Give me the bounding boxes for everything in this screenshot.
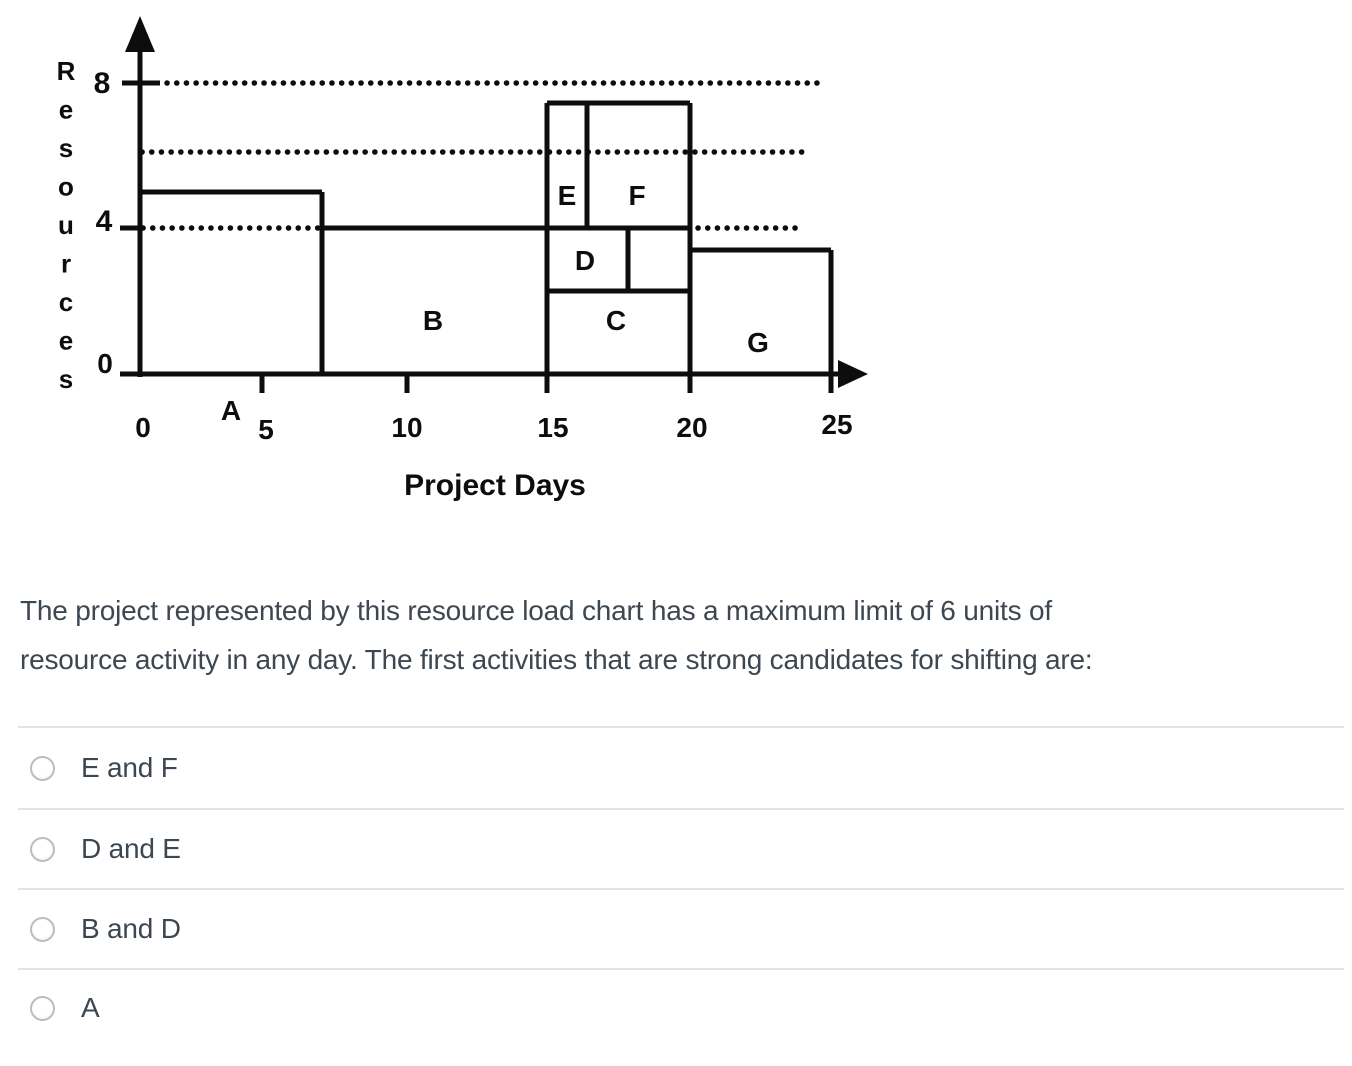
x-tick-label-10: 10 — [391, 412, 422, 443]
y-axis-title-letter: e — [59, 326, 73, 356]
option-label: B and D — [81, 913, 181, 944]
radio-button-icon[interactable] — [30, 755, 55, 781]
y-tick-label-8: 8 — [94, 67, 111, 100]
y-tick-label-0: 0 — [97, 348, 113, 379]
x-axis-title: Project Days — [404, 469, 586, 502]
activity-label-d: D — [575, 245, 595, 276]
y-axis-title-letter: r — [61, 249, 71, 279]
radio-button-icon[interactable] — [30, 916, 55, 942]
option-divider — [18, 968, 1344, 970]
radio-button-icon[interactable] — [30, 836, 55, 862]
option-e-and-f[interactable]: E and F — [0, 728, 1352, 808]
x-tick-label-25: 25 — [821, 409, 852, 440]
option-b-and-d[interactable]: B and D — [0, 890, 1352, 968]
option-d-and-e[interactable]: D and E — [0, 810, 1352, 888]
y-axis-title-letter: e — [59, 95, 73, 125]
option-label: A — [81, 992, 100, 1023]
y-axis-title-letter: R — [57, 56, 76, 86]
y-axis-title-letter: c — [59, 287, 73, 317]
option-divider — [18, 726, 1344, 728]
activity-label-f: F — [628, 180, 645, 211]
y-axis-title-letter: u — [58, 210, 74, 240]
x-tick-label-20: 20 — [676, 412, 707, 443]
option-label: E and F — [81, 752, 178, 783]
activity-label-e: E — [558, 180, 577, 211]
x-tick-label-5: 5 — [258, 414, 274, 445]
option-a[interactable]: A — [0, 970, 1352, 1046]
activity-label-b: B — [423, 305, 443, 336]
question-text: The project represented by this resource… — [20, 586, 1330, 684]
x-tick-label-0: 0 — [135, 412, 151, 443]
y-axis-title-letter: s — [59, 364, 73, 394]
y-axis-title-letter: o — [58, 172, 74, 202]
y-axis-title-letter: s — [59, 133, 73, 163]
option-divider — [18, 808, 1344, 810]
y-axis-arrow-icon — [125, 16, 155, 52]
radio-button-icon[interactable] — [30, 995, 55, 1021]
x-tick-label-15: 15 — [537, 412, 568, 443]
activity-label-g: G — [747, 327, 769, 358]
option-divider — [18, 888, 1344, 890]
option-label: D and E — [81, 833, 181, 864]
activity-label-c: C — [606, 305, 626, 336]
y-tick-label-4: 4 — [96, 205, 113, 238]
question-line-1: The project represented by this resource… — [20, 595, 1052, 626]
question-line-2: resource activity in any day. The first … — [20, 644, 1093, 675]
x-axis-arrow-icon — [838, 360, 868, 388]
activity-label-a: A — [221, 395, 241, 426]
answer-options: E and F D and E B and D A — [0, 726, 1352, 1046]
